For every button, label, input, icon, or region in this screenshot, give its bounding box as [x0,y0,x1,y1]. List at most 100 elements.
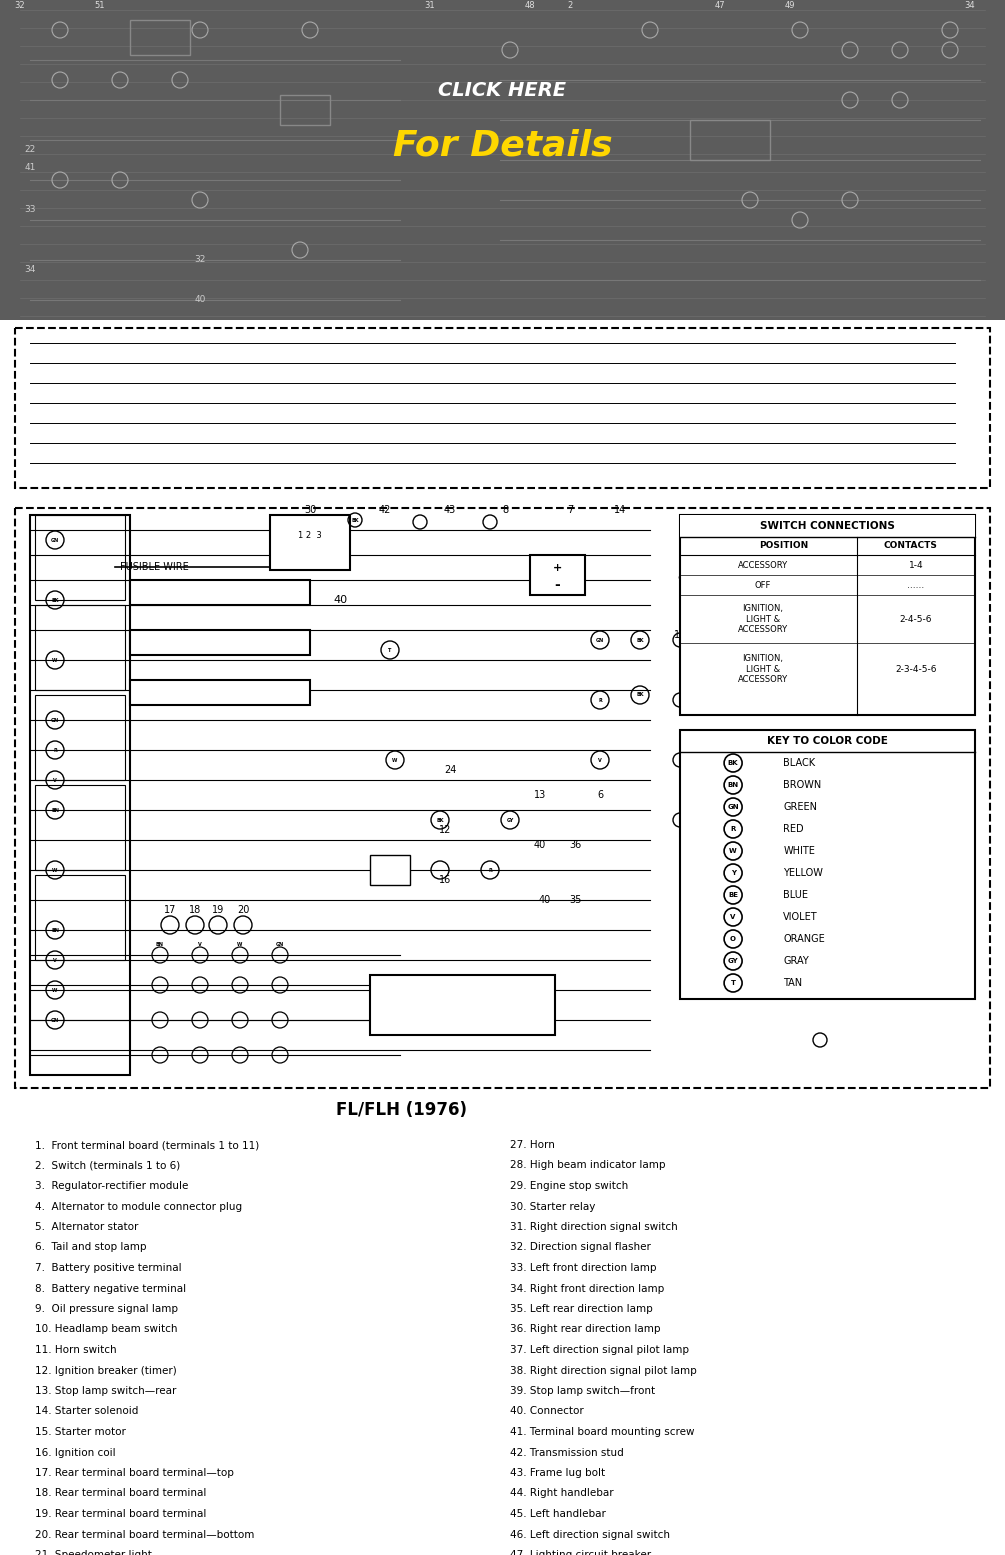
Text: 24: 24 [444,765,456,774]
Text: 30: 30 [304,505,317,515]
Text: 40: 40 [333,596,347,605]
Text: 34. Right front direction lamp: 34. Right front direction lamp [510,1283,664,1294]
Bar [130,580,310,605]
Text: ......: ...... [908,580,925,589]
Text: 41. Terminal board mounting screw: 41. Terminal board mounting screw [510,1427,694,1437]
Bar [680,515,975,715]
Text: ORANGE: ORANGE [783,935,825,944]
Text: 1 2  3: 1 2 3 [298,530,322,540]
Text: 6: 6 [597,790,603,799]
Text: R: R [53,748,57,753]
Text: 16: 16 [439,875,451,885]
Text: GY: GY [507,818,514,823]
Text: 13. Stop lamp switch—rear: 13. Stop lamp switch—rear [35,1386,176,1396]
Text: 14. Starter solenoid: 14. Starter solenoid [35,1407,139,1417]
Text: 37. Left direction signal pilot lamp: 37. Left direction signal pilot lamp [510,1345,689,1354]
Text: GN: GN [51,1017,59,1023]
Text: 5.  Alternator stator: 5. Alternator stator [35,1222,139,1232]
Text: V: V [53,958,57,963]
Text: BK: BK [352,518,359,522]
Text: V: V [198,942,202,947]
Text: 34: 34 [24,266,36,275]
Bar [680,515,975,536]
Text: -: - [554,578,560,592]
Bar [690,120,770,160]
Text: V: V [53,778,57,782]
Text: W: W [730,847,737,854]
Text: 9.  Oil pressure signal lamp: 9. Oil pressure signal lamp [35,1305,178,1314]
Bar [35,515,125,600]
Text: 1.  Front terminal board (terminals 1 to 11): 1. Front terminal board (terminals 1 to … [35,1140,259,1151]
Text: IGNITION,
LIGHT &
ACCESSORY: IGNITION, LIGHT & ACCESSORY [738,655,788,684]
Text: 36. Right rear direction lamp: 36. Right rear direction lamp [510,1325,660,1334]
Text: 32: 32 [15,2,25,9]
Bar [130,680,310,704]
Text: 43: 43 [444,505,456,515]
Text: V: V [598,757,602,762]
Text: 21. Speedometer light: 21. Speedometer light [35,1550,152,1555]
Bar [35,875,125,959]
Text: 49: 49 [785,2,795,9]
Text: 42: 42 [379,505,391,515]
Text: 2-4-5-6: 2-4-5-6 [899,614,933,624]
Text: YELLOW: YELLOW [783,868,823,879]
Text: Y: Y [731,869,736,875]
Bar [530,555,585,596]
Text: BK: BK [636,638,644,642]
Text: BK: BK [728,760,739,767]
Text: BN: BN [156,942,164,947]
Text: T: T [731,980,736,986]
Text: 41: 41 [24,163,36,173]
Text: WHITE: WHITE [783,846,815,855]
Text: 40: 40 [534,840,546,851]
Text: 32. Direction signal flasher: 32. Direction signal flasher [510,1242,651,1252]
Text: 43. Frame lug bolt: 43. Frame lug bolt [510,1468,605,1477]
Text: R: R [488,868,491,872]
Text: 40: 40 [539,896,551,905]
Text: R: R [731,826,736,832]
Text: W: W [52,658,57,662]
Text: BK: BK [51,597,58,602]
Text: 9: 9 [677,575,683,585]
Text: CONTACTS: CONTACTS [883,541,937,550]
Text: W: W [52,868,57,872]
Text: W: W [237,942,242,947]
Bar [370,975,555,1036]
Text: 8: 8 [501,505,509,515]
Text: 31: 31 [425,2,435,9]
Text: 36: 36 [569,840,581,851]
Text: R: R [598,698,602,703]
Text: 4.  Alternator to module connector plug: 4. Alternator to module connector plug [35,1202,242,1211]
Text: FUSIBLE WIRE: FUSIBLE WIRE [120,561,189,572]
Text: CLICK HERE: CLICK HERE [438,81,567,100]
Text: 6.  Tail and stop lamp: 6. Tail and stop lamp [35,1242,147,1252]
Text: 20: 20 [237,905,249,914]
Text: 15: 15 [673,630,686,641]
Text: BK: BK [436,818,444,823]
Text: 2: 2 [568,2,573,9]
Text: GRAY: GRAY [783,956,809,966]
Text: 8.  Battery negative terminal: 8. Battery negative terminal [35,1283,186,1294]
Text: T: T [388,647,392,653]
Text: 1-4: 1-4 [909,560,924,569]
Text: GN: GN [276,942,284,947]
Bar [130,20,190,54]
Text: IGNITION,
LIGHT &
ACCESSORY: IGNITION, LIGHT & ACCESSORY [738,603,788,634]
Text: 17: 17 [164,905,176,914]
Bar [35,695,125,781]
Bar [15,508,990,1088]
Text: 33. Left front direction lamp: 33. Left front direction lamp [510,1263,656,1274]
Text: BLUE: BLUE [783,889,808,900]
Text: 19: 19 [212,905,224,914]
Text: 7: 7 [567,505,573,515]
Text: 7.  Battery positive terminal: 7. Battery positive terminal [35,1263,182,1274]
Text: BN: BN [51,807,59,813]
Text: 47. Lighting circuit breaker: 47. Lighting circuit breaker [510,1550,651,1555]
Text: 16. Ignition coil: 16. Ignition coil [35,1448,116,1457]
Text: W: W [52,987,57,992]
Text: RED: RED [783,824,804,833]
Text: OFF: OFF [755,580,771,589]
Text: 33: 33 [24,205,36,215]
Text: 19. Rear terminal board terminal: 19. Rear terminal board terminal [35,1508,206,1519]
Text: 14: 14 [614,505,626,515]
